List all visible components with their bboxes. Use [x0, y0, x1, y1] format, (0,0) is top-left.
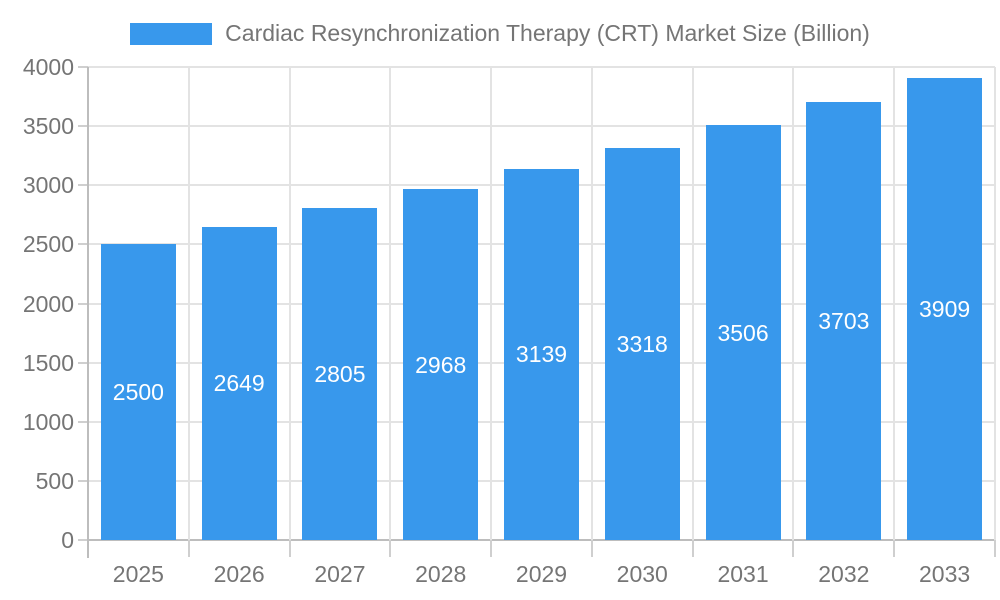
x-tick-label: 2031	[717, 561, 769, 587]
x-tick-label: 2033	[919, 561, 971, 587]
x-tick	[893, 540, 896, 557]
v-gridline	[893, 67, 896, 540]
x-tick-label: 2028	[415, 561, 467, 587]
y-axis-line	[87, 67, 89, 558]
bar-value-label: 2805	[314, 361, 366, 388]
v-gridline	[288, 67, 291, 540]
h-gridline	[88, 66, 995, 68]
bar[interactable]	[302, 208, 378, 540]
v-gridline	[590, 67, 593, 540]
y-tick-label: 1000	[22, 408, 74, 435]
y-tick	[78, 66, 88, 68]
x-tick-label: 2030	[616, 561, 668, 587]
x-tick	[994, 540, 996, 557]
bar[interactable]	[604, 147, 680, 540]
bar[interactable]	[201, 226, 277, 540]
bar-value-label: 3909	[919, 295, 971, 322]
y-tick-label: 2000	[22, 290, 74, 317]
y-tick	[78, 539, 88, 541]
legend: Cardiac Resynchronization Therapy (CRT) …	[0, 20, 1000, 47]
x-tick-label: 2025	[112, 561, 164, 587]
x-tick	[792, 540, 795, 557]
v-gridline	[691, 67, 694, 540]
y-tick-label: 3500	[22, 113, 74, 140]
x-tick	[389, 540, 392, 557]
bar[interactable]	[806, 102, 882, 540]
bar-value-label: 3506	[717, 319, 769, 346]
x-axis-line	[88, 539, 995, 541]
v-gridline	[792, 67, 795, 540]
bar-value-label: 3318	[616, 330, 668, 357]
legend-swatch[interactable]	[130, 22, 213, 45]
bar-value-label: 2649	[213, 370, 265, 397]
v-gridline	[187, 67, 190, 540]
v-gridline	[389, 67, 392, 540]
x-tick	[691, 540, 694, 557]
bar-value-label: 2500	[112, 379, 164, 406]
y-tick	[78, 184, 88, 187]
bar-value-label: 3139	[515, 341, 568, 368]
y-tick-label: 0	[61, 527, 74, 553]
y-tick-label: 2500	[22, 231, 74, 258]
y-tick	[78, 420, 88, 423]
y-tick	[78, 361, 88, 364]
bar[interactable]	[100, 244, 176, 540]
x-tick-label: 2026	[213, 561, 265, 587]
y-tick	[78, 125, 88, 128]
y-tick-label: 4000	[22, 54, 74, 80]
x-tick	[288, 540, 291, 557]
y-tick	[78, 479, 88, 482]
v-gridline	[490, 67, 493, 540]
x-tick-label: 2032	[818, 561, 870, 587]
bar[interactable]	[907, 77, 983, 540]
legend-label: Cardiac Resynchronization Therapy (CRT) …	[225, 20, 870, 46]
y-tick-label: 500	[35, 467, 74, 494]
bar[interactable]	[504, 168, 579, 540]
x-tick	[490, 540, 493, 557]
bar-value-label: 2968	[415, 351, 467, 378]
x-tick-label: 2027	[314, 561, 366, 587]
x-tick	[590, 540, 593, 557]
v-gridline	[994, 67, 996, 540]
bar[interactable]	[403, 189, 479, 540]
x-tick	[187, 540, 190, 557]
y-tick-label: 1500	[22, 349, 74, 376]
y-tick	[78, 243, 88, 246]
h-gridline	[88, 125, 995, 128]
bar-value-label: 3703	[818, 308, 870, 335]
bar[interactable]	[705, 125, 781, 540]
x-tick-label: 2029	[515, 561, 568, 587]
y-tick-label: 3000	[22, 172, 74, 199]
y-tick	[78, 302, 88, 305]
